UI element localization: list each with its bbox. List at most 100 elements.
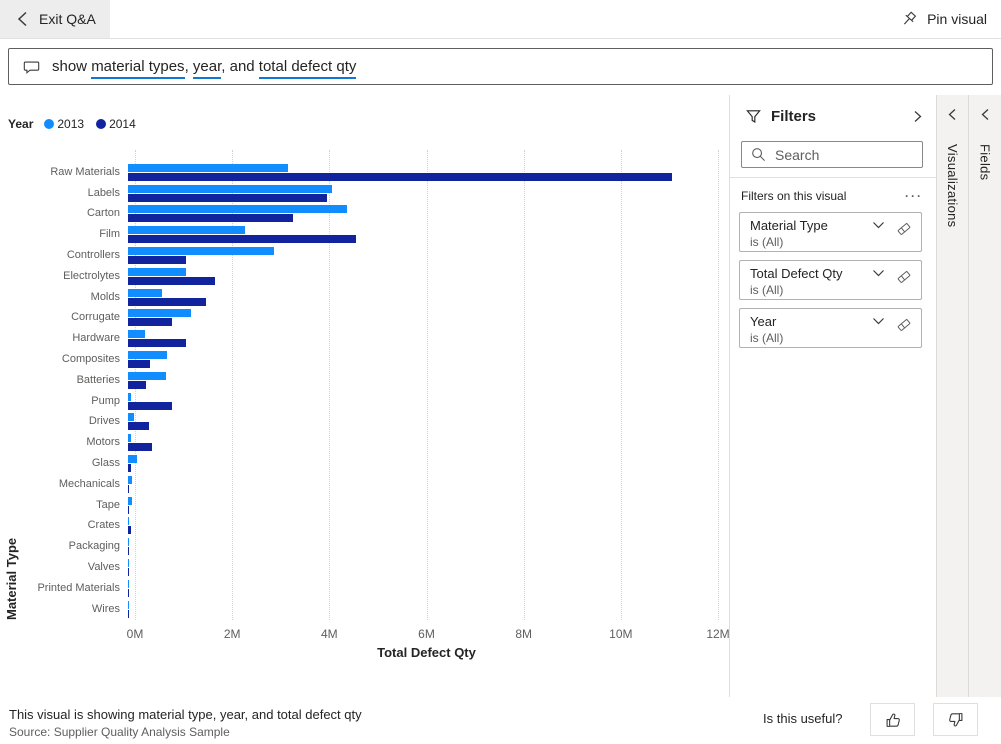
- bar-2014[interactable]: [128, 214, 294, 223]
- qna-question-input[interactable]: show material types, year, and total def…: [8, 48, 993, 85]
- bar-2013[interactable]: [128, 184, 333, 193]
- expand-visualizations-icon[interactable]: [948, 108, 957, 121]
- bar-2014[interactable]: [128, 276, 216, 285]
- bar-2013[interactable]: [128, 288, 162, 297]
- bar-2013[interactable]: [128, 309, 192, 318]
- bar-group[interactable]: [128, 434, 153, 452]
- gridline: [718, 150, 719, 620]
- eraser-icon[interactable]: [896, 221, 912, 237]
- category-label: Crates: [87, 519, 120, 532]
- bar-2013[interactable]: [128, 330, 145, 339]
- bar-2014[interactable]: [128, 235, 357, 244]
- bar-group[interactable]: [128, 579, 130, 597]
- bar-2013[interactable]: [128, 600, 129, 609]
- bar-group[interactable]: [128, 496, 132, 514]
- category-label: Composites: [61, 353, 120, 366]
- question-term[interactable]: material types: [91, 58, 185, 79]
- bar-2014[interactable]: [128, 360, 150, 369]
- bar-group[interactable]: [128, 351, 167, 369]
- bar-group[interactable]: [128, 413, 149, 431]
- eraser-icon[interactable]: [896, 269, 912, 285]
- bar-2013[interactable]: [128, 351, 167, 360]
- bar-group[interactable]: [128, 517, 131, 535]
- more-options-icon[interactable]: ···: [905, 189, 923, 203]
- filter-card-year[interactable]: Year is (All): [739, 308, 922, 348]
- bar-2013[interactable]: [128, 559, 130, 568]
- collapse-pane-icon[interactable]: [913, 110, 922, 123]
- bar-2014[interactable]: [128, 193, 328, 202]
- category-label: Motors: [86, 436, 120, 449]
- bar-2013[interactable]: [128, 579, 129, 588]
- bar-group[interactable]: [128, 392, 172, 410]
- legend-item-2013[interactable]: 2013: [44, 117, 84, 131]
- bar-2014[interactable]: [128, 297, 206, 306]
- bar-group[interactable]: [128, 559, 130, 577]
- bar-2013[interactable]: [128, 226, 245, 235]
- bar-2014[interactable]: [128, 380, 146, 389]
- bar-group[interactable]: [128, 538, 129, 556]
- filters-divider: [730, 177, 936, 178]
- bar-2014[interactable]: [128, 422, 149, 431]
- bar-2014[interactable]: [128, 547, 129, 556]
- bar-2014[interactable]: [128, 464, 131, 473]
- bar-2014[interactable]: [128, 256, 187, 265]
- bar-group[interactable]: [128, 371, 166, 389]
- bar-2013[interactable]: [128, 267, 187, 276]
- bar-2014[interactable]: [128, 505, 129, 514]
- pin-visual-button[interactable]: Pin visual: [899, 0, 987, 38]
- bar-2013[interactable]: [128, 392, 131, 401]
- question-term[interactable]: total defect qty: [258, 58, 357, 79]
- bar-2013[interactable]: [128, 538, 129, 547]
- filter-card-material-type[interactable]: Material Type is (All): [739, 212, 922, 252]
- bar-group[interactable]: [128, 600, 129, 618]
- bar-2013[interactable]: [128, 205, 347, 214]
- bar-2013[interactable]: [128, 371, 166, 380]
- bar-2014[interactable]: [128, 172, 673, 181]
- expand-fields-icon[interactable]: [981, 108, 990, 121]
- bar-2013[interactable]: [128, 496, 132, 505]
- bar-2014[interactable]: [128, 443, 153, 452]
- bar-2014[interactable]: [128, 609, 129, 618]
- bar-group[interactable]: [128, 226, 357, 244]
- bar-2013[interactable]: [128, 455, 137, 464]
- bar-2013[interactable]: [128, 163, 289, 172]
- bar-group[interactable]: [128, 163, 673, 181]
- bar-group[interactable]: [128, 267, 216, 285]
- category-label: Hardware: [72, 332, 120, 345]
- bar-group[interactable]: [128, 309, 192, 327]
- bar-group[interactable]: [128, 247, 274, 265]
- category-row: Batteries: [0, 370, 729, 391]
- bar-2013[interactable]: [128, 475, 133, 484]
- bar-2013[interactable]: [128, 413, 135, 422]
- fields-pane-collapsed[interactable]: Fields: [968, 95, 1001, 697]
- question-term[interactable]: year: [192, 58, 222, 79]
- bar-group[interactable]: [128, 475, 133, 493]
- thumbs-down-button[interactable]: [933, 703, 978, 736]
- chevron-down-icon[interactable]: [872, 317, 885, 325]
- x-tick-label: 12M: [706, 627, 730, 641]
- bar-group[interactable]: [128, 205, 347, 223]
- chevron-down-icon[interactable]: [872, 221, 885, 229]
- bar-2014[interactable]: [128, 588, 130, 597]
- bar-2013[interactable]: [128, 434, 131, 443]
- visualizations-pane-collapsed[interactable]: Visualizations: [936, 95, 968, 697]
- bar-2014[interactable]: [128, 484, 129, 493]
- thumbs-up-button[interactable]: [870, 703, 915, 736]
- bar-2014[interactable]: [128, 318, 172, 327]
- bar-2014[interactable]: [128, 401, 172, 410]
- bar-group[interactable]: [128, 184, 333, 202]
- bar-2014[interactable]: [128, 526, 131, 535]
- legend-item-2014[interactable]: 2014: [96, 117, 136, 131]
- bar-2013[interactable]: [128, 517, 129, 526]
- filter-card-total-defect-qty[interactable]: Total Defect Qty is (All): [739, 260, 922, 300]
- eraser-icon[interactable]: [896, 317, 912, 333]
- chevron-down-icon[interactable]: [872, 269, 885, 277]
- bar-group[interactable]: [128, 330, 187, 348]
- bar-group[interactable]: [128, 455, 137, 473]
- filters-search-input[interactable]: Search: [741, 141, 923, 168]
- bar-2014[interactable]: [128, 339, 187, 348]
- exit-qna-button[interactable]: Exit Q&A: [0, 0, 110, 38]
- bar-group[interactable]: [128, 288, 206, 306]
- bar-2013[interactable]: [128, 247, 274, 256]
- bar-2014[interactable]: [128, 568, 129, 577]
